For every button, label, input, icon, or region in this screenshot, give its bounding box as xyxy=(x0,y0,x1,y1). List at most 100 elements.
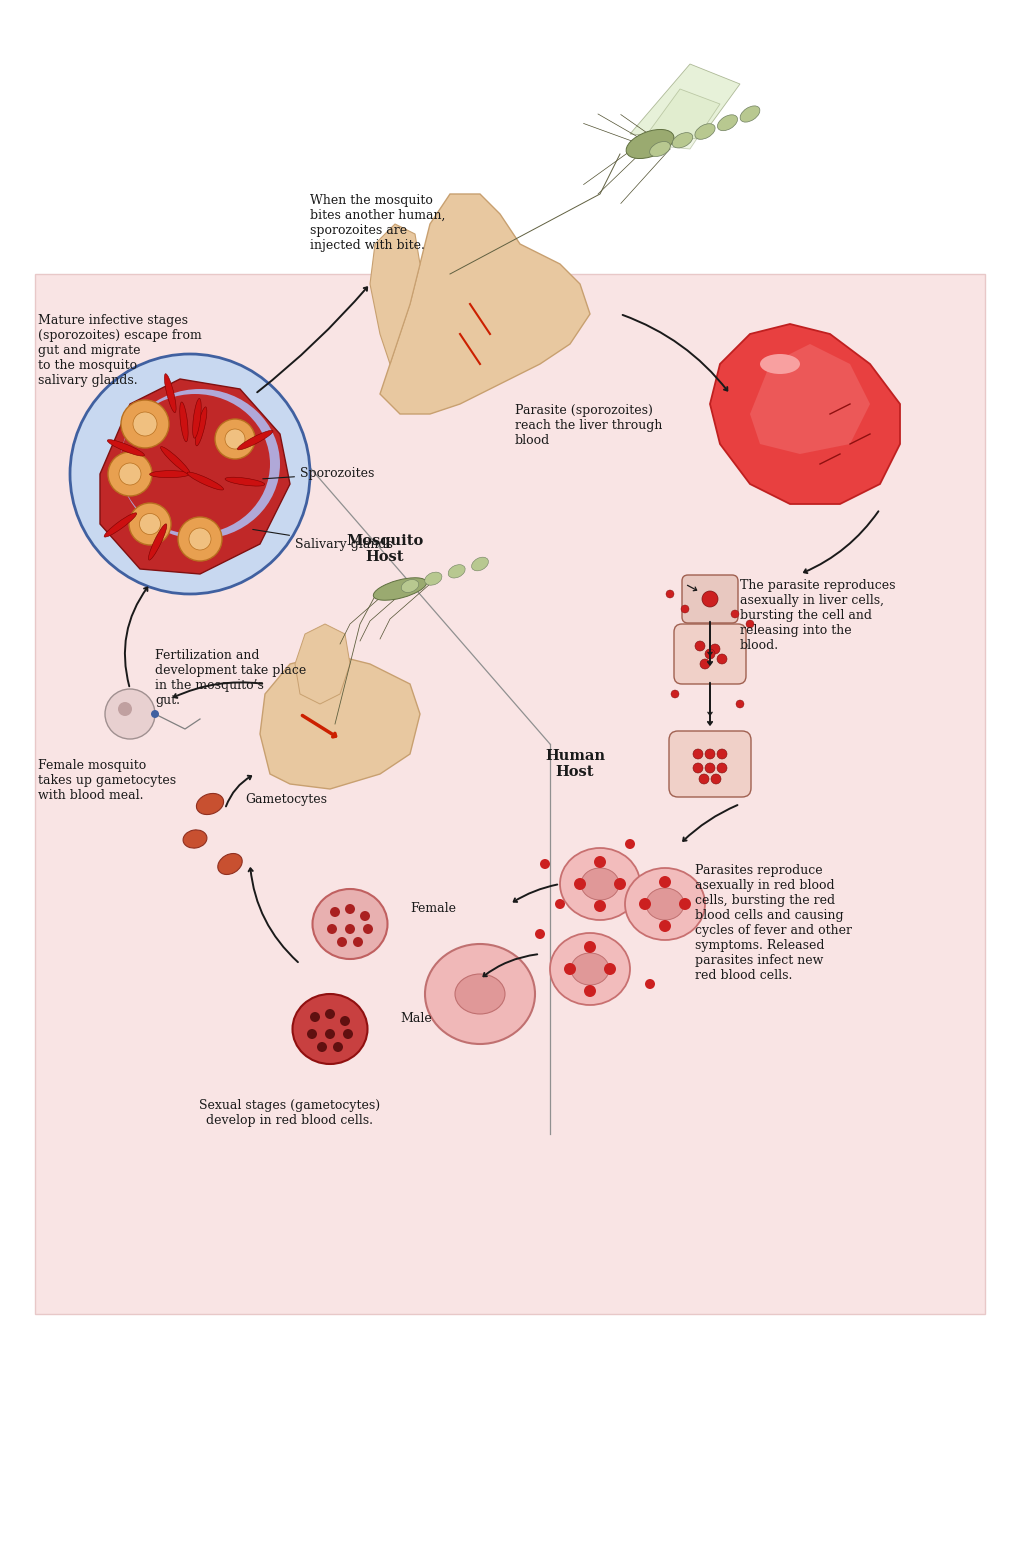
Circle shape xyxy=(325,1029,335,1038)
FancyBboxPatch shape xyxy=(682,576,738,622)
Text: Salivary glands: Salivary glands xyxy=(253,530,393,551)
Ellipse shape xyxy=(673,133,692,149)
Circle shape xyxy=(139,513,161,535)
Circle shape xyxy=(151,710,159,718)
Circle shape xyxy=(659,876,671,888)
Polygon shape xyxy=(630,64,740,139)
Ellipse shape xyxy=(449,565,465,579)
Text: Gametocytes: Gametocytes xyxy=(245,793,327,805)
Circle shape xyxy=(681,605,689,613)
Text: When the mosquito
bites another human,
sporozoites are
injected with bite.: When the mosquito bites another human, s… xyxy=(310,194,445,252)
Circle shape xyxy=(540,859,550,870)
Circle shape xyxy=(699,774,709,784)
Ellipse shape xyxy=(760,353,800,374)
Polygon shape xyxy=(295,624,350,704)
Circle shape xyxy=(118,702,132,716)
Circle shape xyxy=(353,937,362,946)
Ellipse shape xyxy=(193,399,201,438)
Circle shape xyxy=(702,591,718,607)
Text: Mosquito
Host: Mosquito Host xyxy=(346,533,424,565)
Ellipse shape xyxy=(625,868,705,940)
Circle shape xyxy=(639,898,651,910)
Ellipse shape xyxy=(560,848,640,920)
Circle shape xyxy=(343,1029,353,1038)
Circle shape xyxy=(594,856,606,868)
Circle shape xyxy=(340,1017,350,1026)
Circle shape xyxy=(133,411,157,436)
Circle shape xyxy=(705,649,715,658)
Ellipse shape xyxy=(183,830,207,848)
Polygon shape xyxy=(710,324,900,504)
Circle shape xyxy=(731,610,739,618)
Circle shape xyxy=(666,590,674,597)
Ellipse shape xyxy=(401,580,419,593)
Circle shape xyxy=(717,654,727,665)
Text: Female mosquito
takes up gametocytes
with blood meal.: Female mosquito takes up gametocytes wit… xyxy=(38,759,176,802)
Circle shape xyxy=(717,763,727,773)
Circle shape xyxy=(645,979,655,988)
Ellipse shape xyxy=(197,793,223,815)
Ellipse shape xyxy=(646,888,684,920)
FancyBboxPatch shape xyxy=(669,730,751,798)
Ellipse shape xyxy=(425,572,442,585)
Text: Fertilization and
development take place
in the mosquito’s
gut.: Fertilization and development take place… xyxy=(155,649,306,707)
Ellipse shape xyxy=(225,477,264,486)
Polygon shape xyxy=(100,378,290,574)
Text: Human
Host: Human Host xyxy=(545,749,605,779)
Circle shape xyxy=(679,898,691,910)
Ellipse shape xyxy=(120,389,280,540)
Circle shape xyxy=(325,1009,335,1020)
Ellipse shape xyxy=(581,868,618,899)
Ellipse shape xyxy=(238,430,273,450)
Ellipse shape xyxy=(165,374,176,413)
Ellipse shape xyxy=(718,114,737,131)
Polygon shape xyxy=(750,344,870,454)
Circle shape xyxy=(564,963,575,974)
Text: Sexual stages (gametocytes)
develop in red blood cells.: Sexual stages (gametocytes) develop in r… xyxy=(200,1099,381,1128)
Circle shape xyxy=(705,749,715,759)
Circle shape xyxy=(535,929,545,938)
Ellipse shape xyxy=(187,472,223,490)
Ellipse shape xyxy=(218,854,243,874)
Ellipse shape xyxy=(374,577,427,601)
Circle shape xyxy=(574,877,586,890)
Polygon shape xyxy=(260,654,420,788)
Polygon shape xyxy=(380,194,590,414)
Circle shape xyxy=(330,907,340,917)
Ellipse shape xyxy=(180,402,188,441)
Circle shape xyxy=(345,924,355,934)
Circle shape xyxy=(659,920,671,932)
Ellipse shape xyxy=(550,934,630,1006)
Ellipse shape xyxy=(649,141,671,156)
Ellipse shape xyxy=(425,945,535,1045)
Ellipse shape xyxy=(293,995,368,1064)
Ellipse shape xyxy=(196,407,207,446)
Ellipse shape xyxy=(104,513,136,536)
Text: Sporozoites: Sporozoites xyxy=(263,468,375,480)
Circle shape xyxy=(70,353,310,594)
Circle shape xyxy=(614,877,626,890)
Circle shape xyxy=(178,518,222,561)
Circle shape xyxy=(746,619,754,629)
Circle shape xyxy=(693,749,703,759)
Ellipse shape xyxy=(455,974,505,1013)
Circle shape xyxy=(333,1042,343,1053)
Ellipse shape xyxy=(740,106,760,122)
Circle shape xyxy=(345,904,355,913)
Ellipse shape xyxy=(695,124,715,139)
Circle shape xyxy=(555,899,565,909)
Circle shape xyxy=(317,1042,327,1053)
Circle shape xyxy=(362,924,373,934)
Circle shape xyxy=(584,985,596,996)
Circle shape xyxy=(337,937,347,946)
Circle shape xyxy=(105,690,155,740)
Circle shape xyxy=(625,838,635,849)
Ellipse shape xyxy=(571,952,609,985)
Circle shape xyxy=(736,701,744,708)
Circle shape xyxy=(705,763,715,773)
Ellipse shape xyxy=(150,471,189,477)
Circle shape xyxy=(710,644,720,654)
Circle shape xyxy=(693,763,703,773)
Ellipse shape xyxy=(312,888,387,959)
Circle shape xyxy=(108,452,152,496)
